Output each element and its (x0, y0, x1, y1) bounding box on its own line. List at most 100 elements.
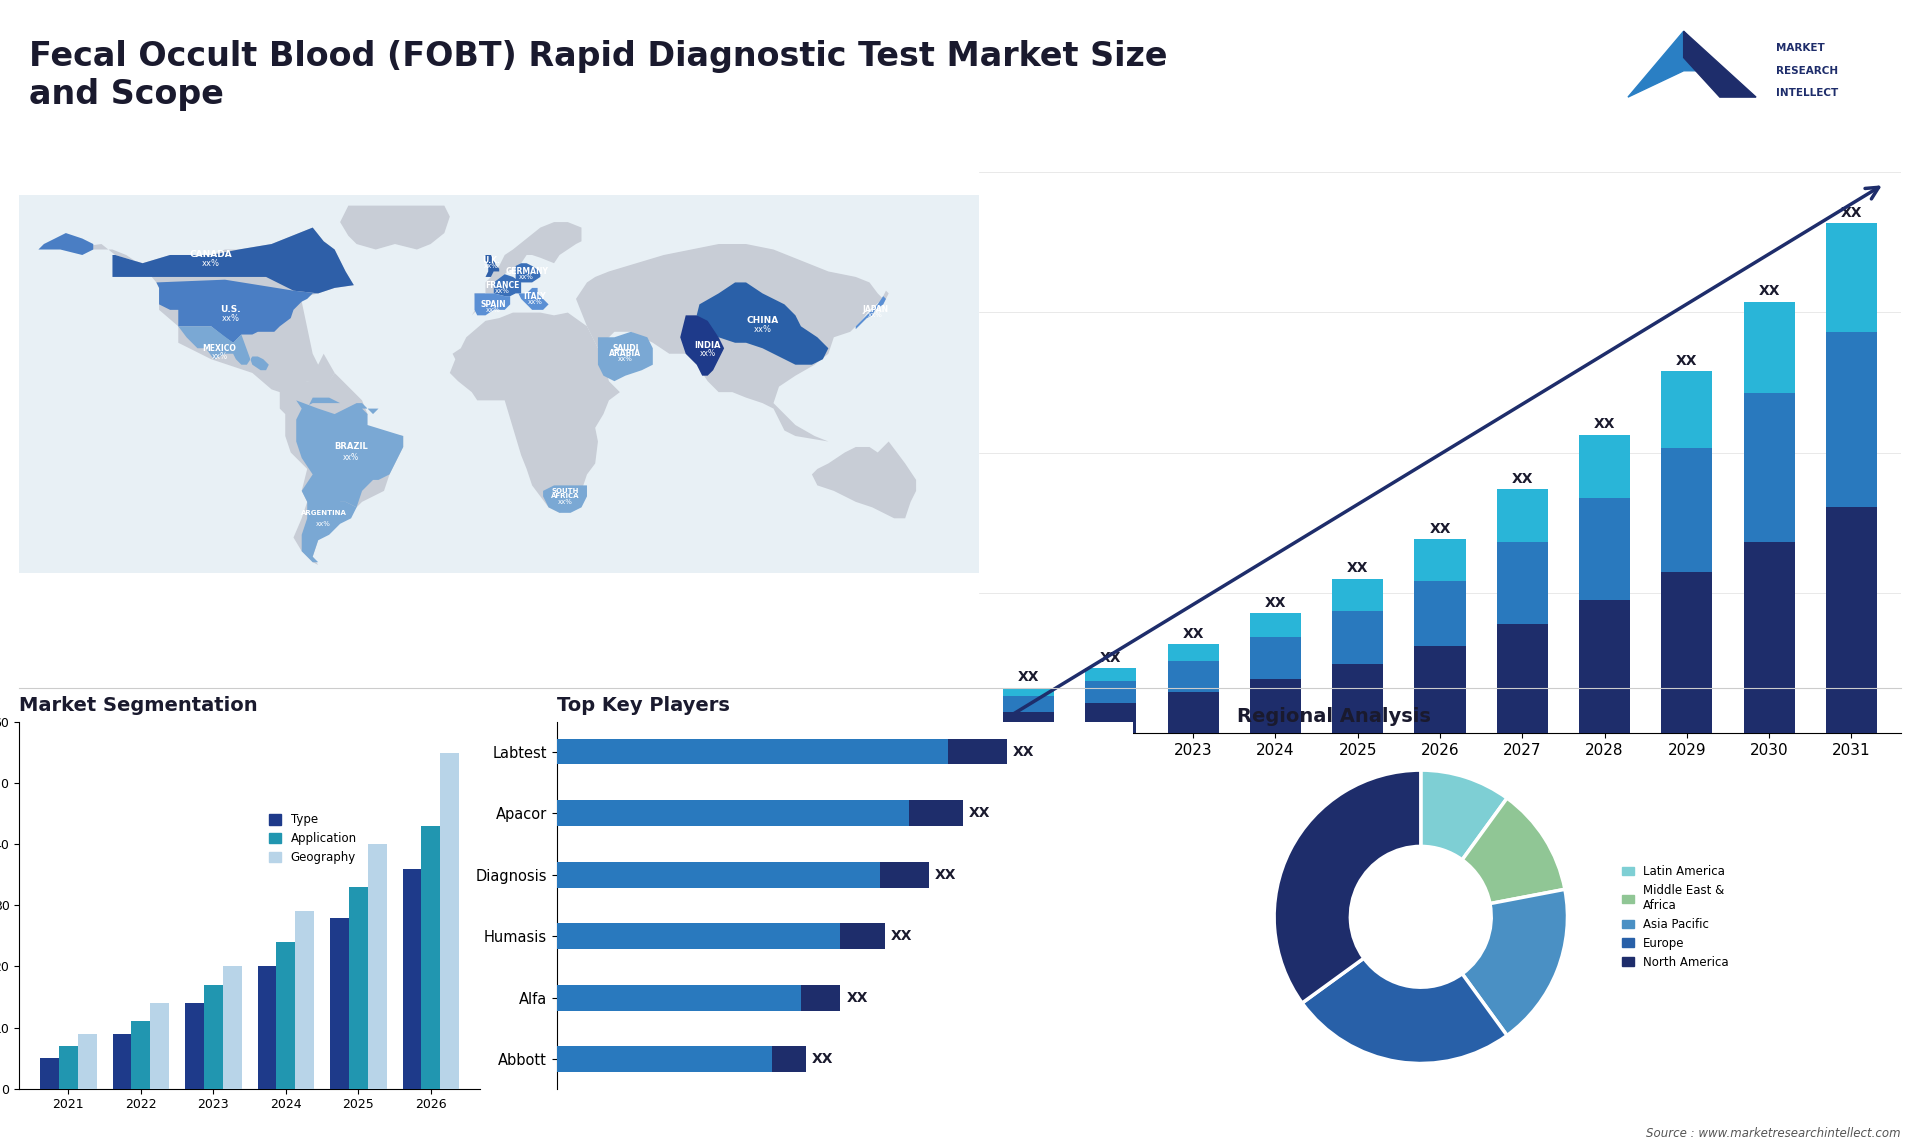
Bar (1743, 542, 1795, 733)
Polygon shape (856, 291, 889, 329)
Text: Fecal Occult Blood (FOBT) Rapid Diagnostic Test Market Size
and Scope: Fecal Occult Blood (FOBT) Rapid Diagnost… (29, 40, 1167, 111)
Text: BRAZIL: BRAZIL (334, 442, 369, 452)
Polygon shape (113, 228, 353, 293)
Text: ARGENTINA: ARGENTINA (301, 510, 348, 516)
Bar (276, 942, 296, 1089)
Bar (1250, 613, 1302, 637)
Bar (1578, 601, 1630, 733)
Bar (908, 800, 962, 826)
Polygon shape (301, 474, 357, 563)
Bar (1332, 664, 1382, 733)
Text: xx%: xx% (486, 307, 501, 313)
Polygon shape (576, 244, 883, 441)
Polygon shape (1684, 31, 1757, 97)
Text: FRANCE: FRANCE (484, 281, 518, 290)
Bar (1743, 393, 1795, 542)
Text: U.S.: U.S. (221, 305, 240, 314)
Bar (150, 1003, 169, 1089)
Text: xx%: xx% (518, 274, 534, 280)
Bar (1826, 223, 1878, 332)
Text: RESEARCH: RESEARCH (1776, 65, 1837, 76)
Bar (1250, 678, 1302, 733)
Bar (369, 845, 386, 1089)
Wedge shape (1463, 798, 1565, 903)
Bar (1415, 540, 1465, 581)
Bar (1002, 697, 1054, 712)
Bar (1415, 581, 1465, 646)
Polygon shape (474, 293, 511, 315)
Bar (257, 966, 276, 1089)
Bar (1826, 332, 1878, 507)
Text: xx%: xx% (317, 520, 330, 527)
Bar (403, 869, 420, 1089)
Text: MEXICO: MEXICO (202, 344, 236, 353)
Text: XX: XX (935, 868, 956, 881)
Polygon shape (543, 486, 588, 512)
Text: SAUDI: SAUDI (612, 344, 639, 353)
Bar (1661, 572, 1713, 733)
Bar (557, 1046, 772, 1072)
Bar (349, 887, 369, 1089)
Polygon shape (280, 372, 403, 565)
Bar (1826, 507, 1878, 733)
Polygon shape (518, 288, 549, 309)
Text: XX: XX (1183, 627, 1204, 641)
Text: JAPAN: JAPAN (862, 305, 889, 314)
Legend: Latin America, Middle East &
Africa, Asia Pacific, Europe, North America: Latin America, Middle East & Africa, Asi… (1617, 861, 1734, 973)
Polygon shape (516, 264, 540, 282)
Bar (1498, 542, 1548, 625)
Polygon shape (38, 228, 353, 395)
Bar (557, 800, 908, 826)
Text: XX: XX (847, 990, 868, 1005)
Bar (1002, 688, 1054, 697)
Text: xx%: xx% (557, 499, 572, 505)
Text: XX: XX (1511, 472, 1532, 486)
Bar (420, 826, 440, 1089)
Polygon shape (697, 282, 828, 364)
Polygon shape (856, 296, 885, 329)
Text: XX: XX (1012, 745, 1035, 759)
Text: xx%: xx% (221, 314, 240, 322)
Bar (204, 984, 223, 1089)
Polygon shape (449, 313, 620, 512)
Polygon shape (486, 256, 499, 277)
Text: ITALY: ITALY (524, 291, 545, 300)
Bar (1498, 489, 1548, 542)
Bar (557, 924, 841, 949)
Text: XX: XX (1265, 596, 1286, 610)
Bar (1743, 301, 1795, 393)
Text: XX: XX (1428, 523, 1452, 536)
Polygon shape (472, 222, 582, 315)
Bar (1578, 434, 1630, 497)
Bar (1085, 681, 1137, 702)
Polygon shape (38, 233, 94, 256)
Bar (60, 1046, 79, 1089)
Text: XX: XX (1594, 417, 1615, 431)
Bar (223, 966, 242, 1089)
Bar (1167, 661, 1219, 692)
Text: xx%: xx% (344, 454, 359, 463)
Bar (1332, 611, 1382, 664)
Legend: Type, Application, Geography: Type, Application, Geography (265, 809, 361, 869)
Text: Top Key Players: Top Key Players (557, 696, 730, 715)
Bar (296, 911, 315, 1089)
Polygon shape (812, 441, 916, 518)
Bar (841, 924, 885, 949)
Text: U.K.: U.K. (482, 256, 499, 265)
Bar (1498, 625, 1548, 733)
Bar (557, 862, 879, 887)
Text: Market Segmentation: Market Segmentation (19, 696, 257, 715)
Bar (557, 984, 801, 1011)
Bar (1578, 497, 1630, 601)
Bar (1661, 371, 1713, 448)
Polygon shape (156, 280, 319, 343)
Bar (1167, 692, 1219, 733)
Polygon shape (486, 274, 520, 296)
Bar (79, 1034, 96, 1089)
Bar (772, 1046, 806, 1072)
Bar (40, 1058, 60, 1089)
Bar (1250, 637, 1302, 678)
Bar (131, 1021, 150, 1089)
Wedge shape (1302, 958, 1507, 1063)
Text: XX: XX (1841, 206, 1862, 220)
